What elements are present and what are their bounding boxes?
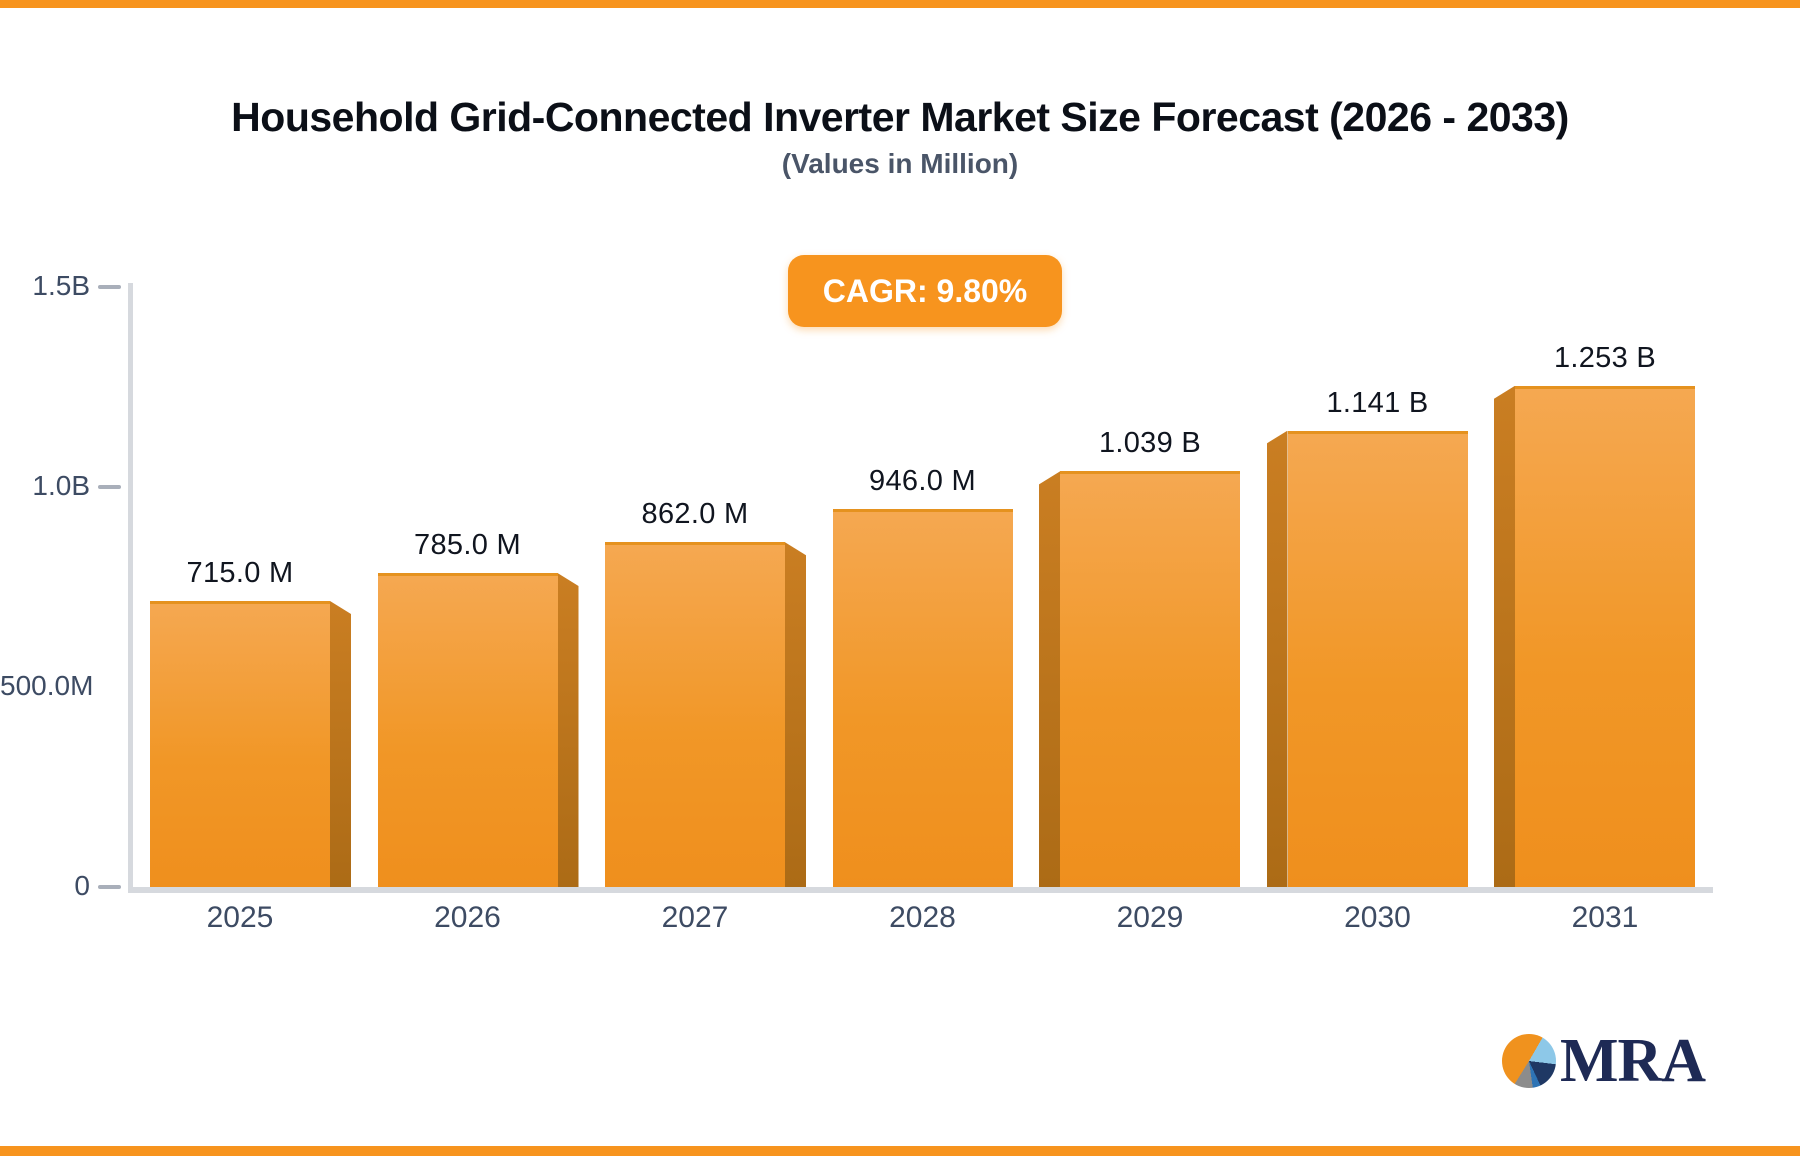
bar-value-label-2025: 715.0 M bbox=[186, 557, 294, 589]
cagr-badge: CAGR: 9.80% bbox=[788, 255, 1062, 327]
y-axis-line bbox=[128, 283, 133, 889]
bar-value-label-2030: 1.141 B bbox=[1326, 386, 1429, 419]
bar-value-label-2028: 946.0 M bbox=[869, 464, 976, 497]
ytick-dash-1.5B bbox=[98, 285, 121, 289]
bar-2029[interactable] bbox=[1060, 471, 1240, 887]
ytick-label-0: 0 bbox=[74, 870, 90, 901]
bar-value-label-2026: 785.0 M bbox=[414, 529, 521, 561]
chart-subtitle: (Values in Million) bbox=[781, 148, 1019, 179]
bar-2027-side-panel bbox=[785, 542, 806, 887]
chart-title: Household Grid-Connected Inverter Market… bbox=[231, 94, 1569, 140]
x-axis-label-2026: 2026 bbox=[434, 901, 501, 934]
bar-2028[interactable] bbox=[832, 508, 1013, 887]
x-axis-label-2031: 2031 bbox=[1571, 901, 1639, 934]
x-axis-label-2028: 2028 bbox=[889, 901, 956, 934]
ytick-label-1.0B: 1.0B bbox=[32, 470, 90, 501]
ytick-label-500.0M: 500.0M bbox=[0, 670, 94, 701]
x-axis-label-2025: 2025 bbox=[206, 901, 274, 934]
x-axis-label-2029: 2029 bbox=[1116, 901, 1184, 934]
bar-value-label-2031: 1.253 B bbox=[1553, 341, 1657, 374]
bar-2027[interactable] bbox=[605, 542, 785, 887]
ytick-dash-0 bbox=[98, 885, 121, 889]
top-accent-band bbox=[0, 0, 1800, 8]
bar-2025-side-panel bbox=[330, 601, 351, 887]
bar-2025[interactable] bbox=[150, 601, 330, 887]
bar-2026-side-panel bbox=[557, 573, 579, 887]
x-axis-baseline bbox=[128, 887, 1713, 893]
pie-chart-logo-icon bbox=[1502, 1034, 1556, 1088]
bar-2031[interactable] bbox=[1515, 385, 1695, 887]
logo-text: MRA bbox=[1560, 1027, 1706, 1095]
bar-2031-side-panel bbox=[1494, 385, 1515, 887]
mra-logo: MRA bbox=[1502, 1027, 1706, 1095]
bar-2030[interactable] bbox=[1287, 430, 1468, 887]
ytick-label-1.5B: 1.5B bbox=[32, 270, 90, 301]
bar-value-label-2029: 1.039 B bbox=[1098, 427, 1202, 460]
bar-2030-side-panel bbox=[1266, 430, 1288, 887]
x-axis-label-2027: 2027 bbox=[661, 901, 729, 934]
bar-2026[interactable] bbox=[377, 573, 558, 887]
x-axis-label-2030: 2030 bbox=[1344, 901, 1411, 934]
bar-value-label-2027: 862.0 M bbox=[641, 498, 749, 531]
ytick-dash-1.0B bbox=[98, 485, 121, 489]
bottom-accent-band bbox=[0, 1146, 1800, 1156]
bar-2029-side-panel bbox=[1039, 471, 1060, 887]
